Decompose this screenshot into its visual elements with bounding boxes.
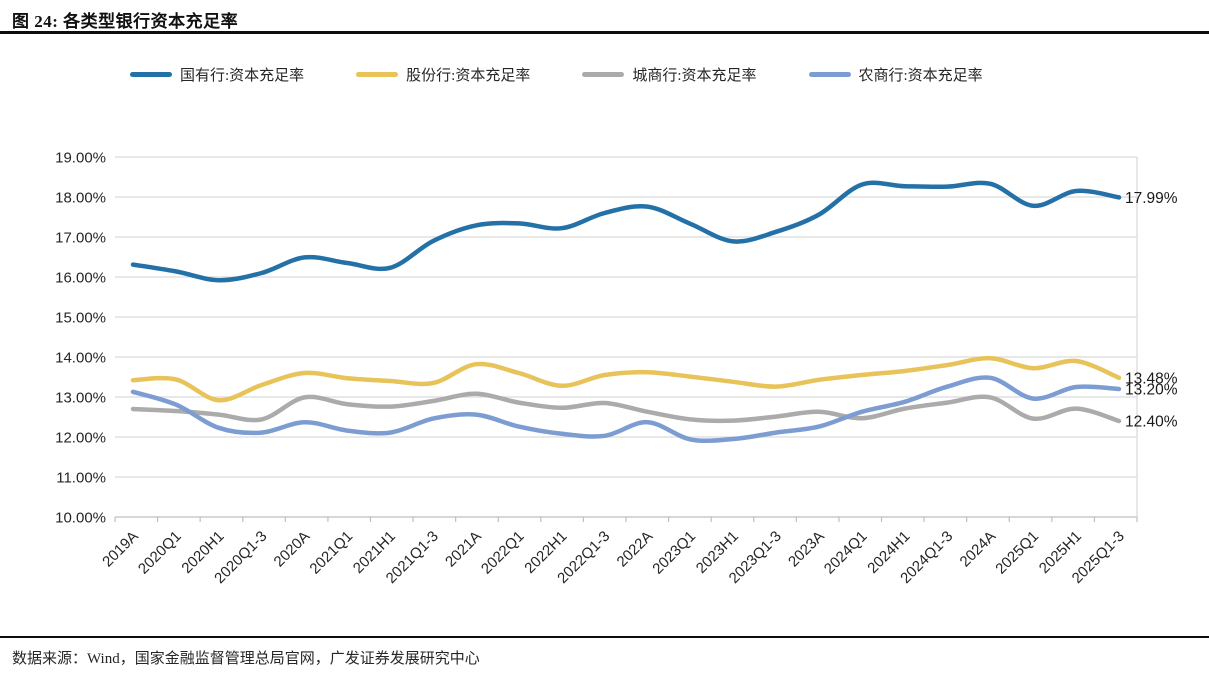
figure-title: 图 24: 各类型银行资本充足率	[12, 12, 239, 31]
series-end-label-3: 13.20%	[1125, 382, 1178, 399]
legend-item-joint-stock-banks: 股份行:资本充足率	[356, 64, 530, 85]
series-line-0	[130, 180, 1122, 283]
x-axis-tick-label: 2020Q1	[135, 528, 185, 578]
data-source-note: 数据来源：Wind，国家金融监督管理总局官网，广发证券发展研究中心	[12, 651, 480, 667]
series-line-2	[130, 391, 1122, 424]
chart-legend: 国有行:资本充足率 股份行:资本充足率 城商行:资本充足率 农商行:资本充足率	[130, 64, 983, 85]
y-axis-tick-label: 19.00%	[55, 150, 106, 167]
series-line-1	[130, 355, 1122, 403]
y-axis-tick-label: 17.00%	[55, 230, 106, 247]
series-end-label-2: 12.40%	[1125, 414, 1178, 431]
y-axis-tick-label: 15.00%	[55, 310, 106, 327]
legend-label-state-owned-banks: 国有行:资本充足率	[180, 68, 305, 84]
legend-swatch-city-commercial-banks	[582, 72, 625, 77]
y-axis-tick-label: 10.00%	[55, 510, 106, 527]
y-axis-tick-label: 11.00%	[56, 470, 106, 487]
legend-item-state-owned-banks: 国有行:资本充足率	[130, 64, 304, 85]
x-axis-tick-label: 2022Q1	[478, 528, 528, 578]
y-axis-tick-label: 16.00%	[55, 270, 106, 287]
legend-swatch-joint-stock-banks	[356, 72, 399, 77]
legend-label-city-commercial-banks: 城商行:资本充足率	[632, 68, 757, 84]
series-end-label-0: 17.99%	[1125, 190, 1178, 207]
y-axis-tick-label: 12.00%	[55, 430, 106, 447]
y-axis-tick-label: 18.00%	[55, 190, 106, 207]
x-axis-tick-label: 2025Q1	[992, 528, 1042, 578]
x-axis-tick-label: 2021Q1	[306, 528, 356, 578]
legend-swatch-rural-commercial-banks	[808, 72, 851, 77]
legend-item-city-commercial-banks: 城商行:资本充足率	[582, 64, 757, 85]
legend-label-rural-commercial-banks: 农商行:资本充足率	[858, 68, 983, 84]
x-axis-tick-label: 2024Q1	[821, 528, 871, 578]
y-axis-tick-label: 14.00%	[55, 350, 106, 367]
legend-label-joint-stock-banks: 股份行:资本充足率	[406, 68, 531, 84]
footer-divider	[0, 636, 1209, 638]
series-end-label-1: 13.48%	[1125, 370, 1178, 387]
title-divider	[0, 31, 1209, 34]
legend-item-rural-commercial-banks: 农商行:资本充足率	[808, 64, 983, 85]
legend-swatch-state-owned-banks	[130, 72, 172, 77]
y-axis-tick-label: 13.00%	[55, 390, 106, 407]
series-line-3	[130, 375, 1122, 444]
x-axis-tick-label: 2023Q1	[649, 528, 699, 578]
